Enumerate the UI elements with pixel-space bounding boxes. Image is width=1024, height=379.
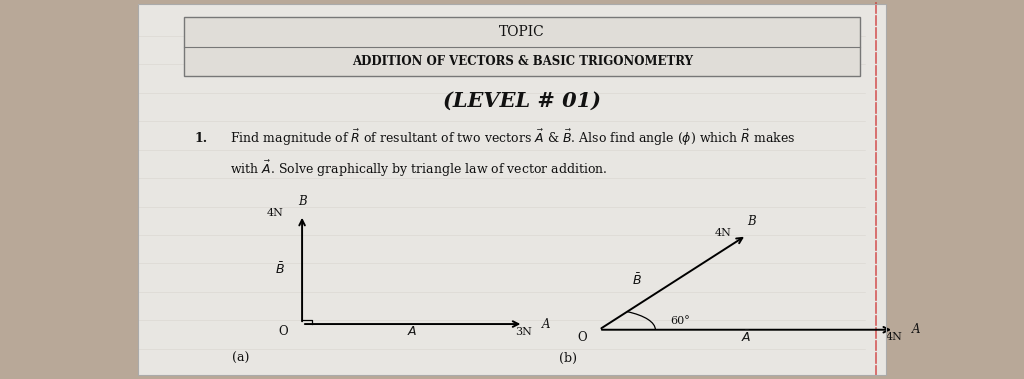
Text: ADDITION OF VECTORS & BASIC TRIGONOMETRY: ADDITION OF VECTORS & BASIC TRIGONOMETRY [351, 55, 693, 68]
Bar [184, 17, 860, 76]
Text: (LEVEL # 01): (LEVEL # 01) [443, 91, 601, 110]
Text: 1.: 1. [195, 132, 208, 145]
Text: TOPIC: TOPIC [500, 25, 545, 39]
Text: 3N: 3N [515, 327, 531, 337]
Text: O: O [578, 331, 588, 344]
Text: B: B [298, 195, 306, 208]
Text: 4N: 4N [267, 208, 284, 218]
Text: A: A [912, 323, 921, 336]
Text: (b): (b) [559, 352, 578, 365]
Text: $\bar{A}$: $\bar{A}$ [741, 330, 752, 345]
Text: $\bar{B}$: $\bar{B}$ [274, 262, 285, 277]
Text: $\bar{A}$: $\bar{A}$ [408, 324, 418, 339]
Text: 4N: 4N [886, 332, 902, 342]
Bar [138, 4, 886, 375]
Text: B: B [748, 215, 756, 229]
Text: $\bar{B}$: $\bar{B}$ [632, 273, 642, 288]
Text: 4N: 4N [715, 228, 731, 238]
Text: Find magnitude of $\vec{R}$ of resultant of two vectors $\vec{A}$ & $\vec{B}$. A: Find magnitude of $\vec{R}$ of resultant… [230, 128, 796, 149]
Text: 60°: 60° [671, 316, 690, 326]
Bar [138, 4, 886, 375]
Text: with $\vec{A}$. Solve graphically by triangle law of vector addition.: with $\vec{A}$. Solve graphically by tri… [230, 158, 608, 179]
Text: O: O [279, 325, 289, 338]
Text: (a): (a) [232, 352, 249, 365]
Text: A: A [542, 318, 550, 330]
